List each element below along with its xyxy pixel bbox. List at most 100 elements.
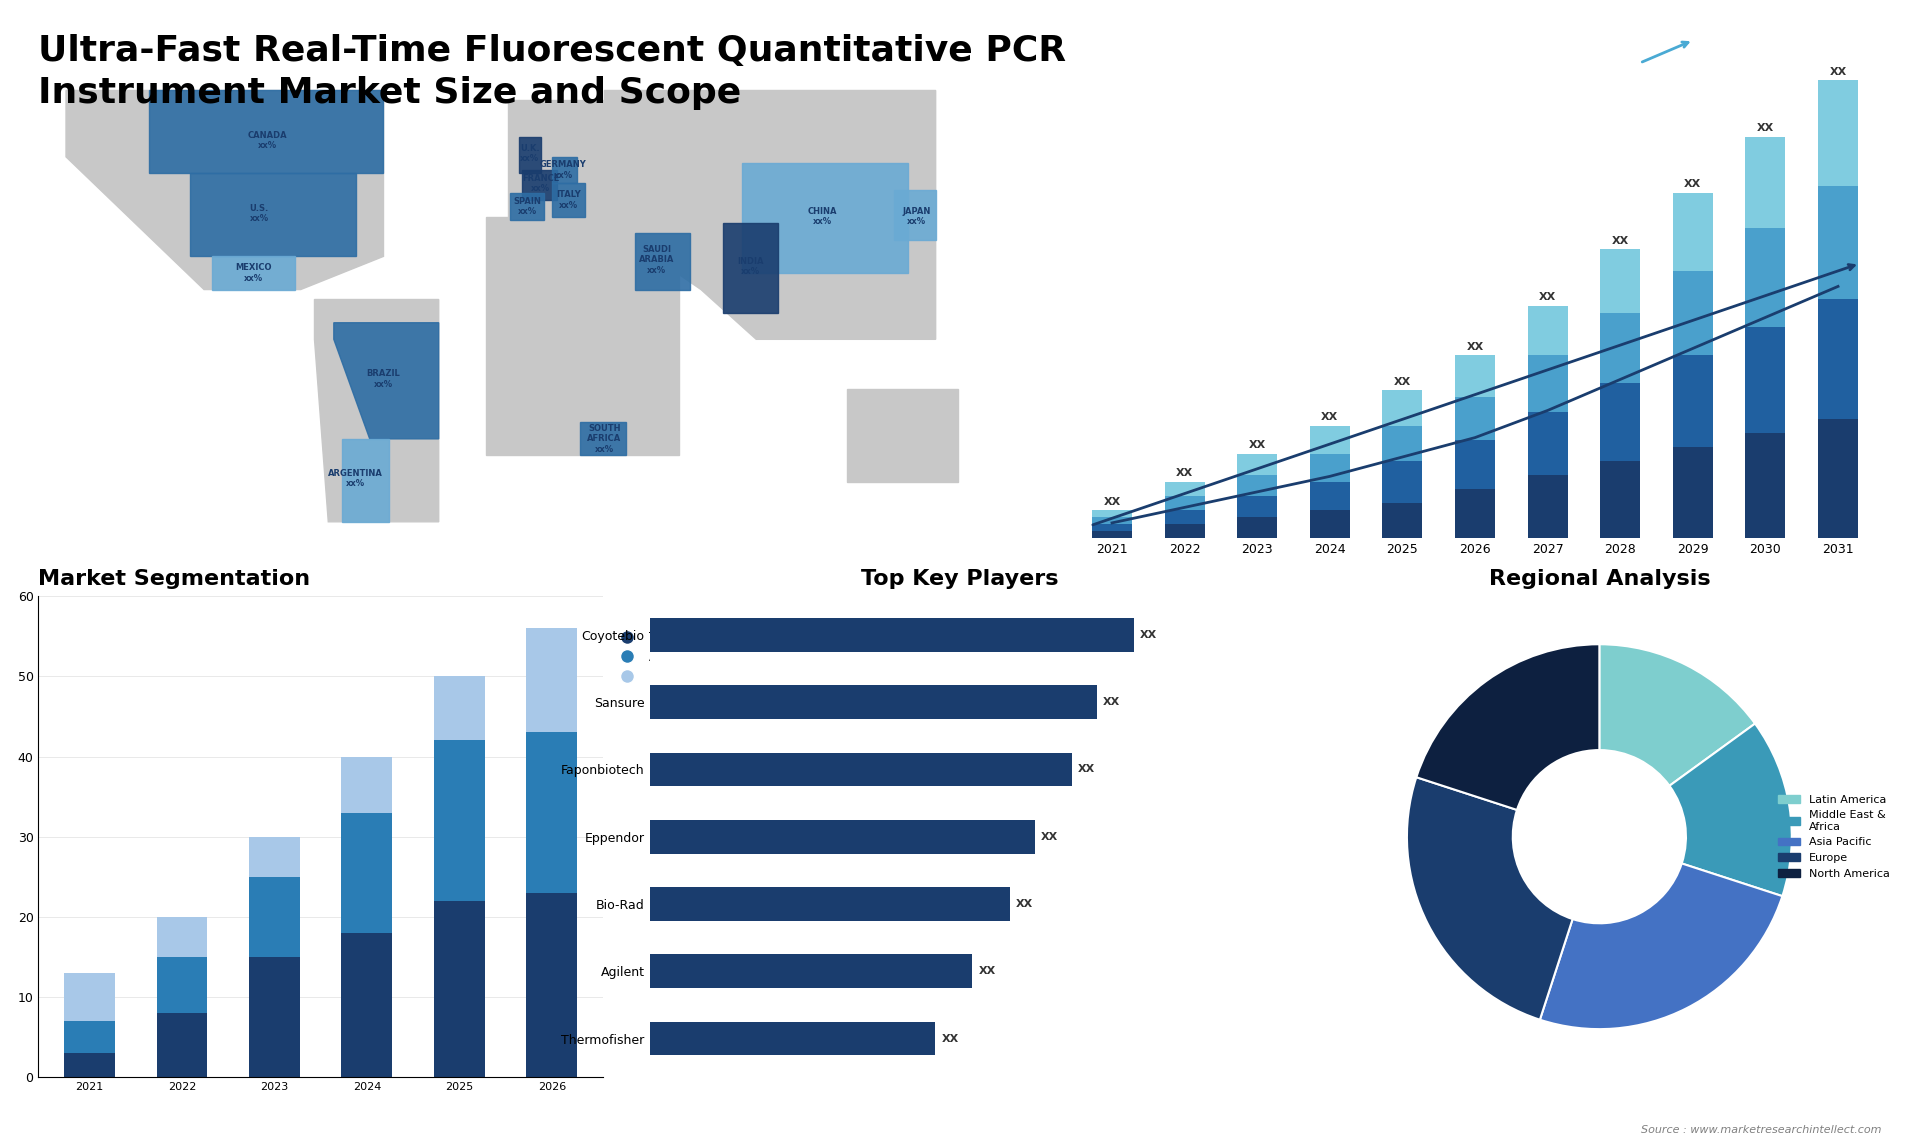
Text: CANADA
xx%: CANADA xx%	[248, 131, 288, 150]
Bar	[342, 933, 392, 1077]
Text: SOUTH
AFRICA
xx%: SOUTH AFRICA xx%	[588, 424, 622, 454]
Text: ARGENTINA
xx%: ARGENTINA xx%	[328, 469, 384, 488]
Text: XX: XX	[1077, 764, 1094, 775]
Bar	[1092, 510, 1133, 517]
Bar	[1309, 454, 1350, 482]
Polygon shape	[213, 257, 296, 290]
Wedge shape	[1407, 777, 1572, 1020]
Bar	[250, 877, 300, 957]
Bar	[1745, 228, 1786, 327]
Polygon shape	[511, 194, 543, 220]
Wedge shape	[1417, 644, 1599, 810]
Bar	[157, 957, 207, 1013]
Text: XX: XX	[1175, 469, 1192, 479]
Text: XX: XX	[1611, 236, 1628, 246]
Polygon shape	[724, 223, 778, 313]
Bar	[434, 676, 484, 740]
Polygon shape	[551, 157, 576, 183]
Bar	[1382, 425, 1423, 461]
Bar	[526, 628, 578, 732]
Bar	[1236, 454, 1277, 474]
Text: XX: XX	[1684, 180, 1701, 189]
Bar	[1745, 327, 1786, 433]
Bar	[63, 973, 115, 1021]
Text: XX: XX	[1321, 413, 1338, 422]
Bar	[342, 813, 392, 933]
Polygon shape	[605, 91, 935, 339]
Text: XX: XX	[1757, 123, 1774, 133]
Text: INTELLECT: INTELLECT	[1715, 107, 1780, 117]
Bar	[649, 819, 1035, 854]
Legend: Latin America, Middle East &
Africa, Asia Pacific, Europe, North America: Latin America, Middle East & Africa, Asi…	[1774, 791, 1895, 884]
Polygon shape	[847, 390, 958, 482]
Text: FRANCE
xx%: FRANCE xx%	[522, 174, 559, 193]
Bar	[1672, 193, 1713, 270]
Bar	[1309, 482, 1350, 510]
Bar	[157, 917, 207, 957]
Bar	[1455, 355, 1496, 398]
Bar	[1818, 418, 1859, 539]
Text: U.K.
xx%: U.K. xx%	[520, 143, 540, 163]
Bar	[1672, 270, 1713, 355]
Wedge shape	[1668, 723, 1791, 896]
Bar	[1309, 425, 1350, 454]
Bar	[1599, 250, 1640, 313]
Bar	[1745, 433, 1786, 539]
Text: XX: XX	[1248, 440, 1265, 450]
Bar	[1599, 383, 1640, 461]
Bar	[1092, 517, 1133, 525]
Polygon shape	[551, 183, 586, 217]
Text: XX: XX	[1394, 377, 1411, 387]
Text: RESEARCH: RESEARCH	[1715, 78, 1780, 88]
Text: Source : www.marketresearchintellect.com: Source : www.marketresearchintellect.com	[1642, 1124, 1882, 1135]
Legend: Type, Application, Geography: Type, Application, Geography	[609, 627, 724, 688]
Text: XX: XX	[1540, 292, 1557, 303]
Bar	[1672, 447, 1713, 539]
Bar	[1165, 525, 1204, 539]
Polygon shape	[743, 164, 908, 273]
Bar	[434, 740, 484, 901]
Bar	[1528, 306, 1567, 355]
Polygon shape	[507, 101, 645, 223]
Bar	[1165, 510, 1204, 525]
Text: JAPAN
xx%: JAPAN xx%	[902, 207, 931, 226]
Polygon shape	[486, 217, 680, 455]
Text: XX: XX	[1467, 342, 1484, 352]
Polygon shape	[150, 91, 384, 173]
Bar	[1092, 525, 1133, 532]
Bar	[1818, 80, 1859, 186]
Bar	[1236, 517, 1277, 539]
Bar	[1455, 489, 1496, 539]
Bar	[1599, 313, 1640, 383]
Polygon shape	[522, 170, 557, 199]
Text: SPAIN
xx%: SPAIN xx%	[513, 197, 541, 217]
Bar	[1236, 496, 1277, 517]
Bar	[1236, 474, 1277, 496]
Text: XX: XX	[1102, 697, 1119, 707]
Bar	[649, 618, 1135, 652]
Bar	[63, 1053, 115, 1077]
Title: Regional Analysis: Regional Analysis	[1488, 570, 1711, 589]
Bar	[649, 955, 972, 988]
Bar	[342, 756, 392, 813]
Bar	[1599, 461, 1640, 539]
Text: Ultra-Fast Real-Time Fluorescent Quantitative PCR
Instrument Market Size and Sco: Ultra-Fast Real-Time Fluorescent Quantit…	[38, 34, 1066, 110]
Bar	[434, 901, 484, 1077]
Bar	[1165, 482, 1204, 496]
Polygon shape	[636, 233, 689, 290]
Bar	[157, 1013, 207, 1077]
Polygon shape	[315, 299, 438, 521]
Bar	[649, 887, 1010, 920]
Text: XX: XX	[1104, 496, 1121, 507]
Bar	[649, 685, 1096, 719]
Polygon shape	[518, 136, 541, 173]
Bar	[1745, 136, 1786, 228]
Bar	[1382, 461, 1423, 503]
Text: MEXICO
xx%: MEXICO xx%	[236, 264, 273, 283]
Bar	[649, 753, 1071, 786]
Text: XX: XX	[941, 1034, 958, 1044]
Bar	[526, 732, 578, 893]
Text: CHINA
xx%: CHINA xx%	[808, 207, 837, 226]
Bar	[649, 1022, 935, 1055]
Bar	[250, 957, 300, 1077]
